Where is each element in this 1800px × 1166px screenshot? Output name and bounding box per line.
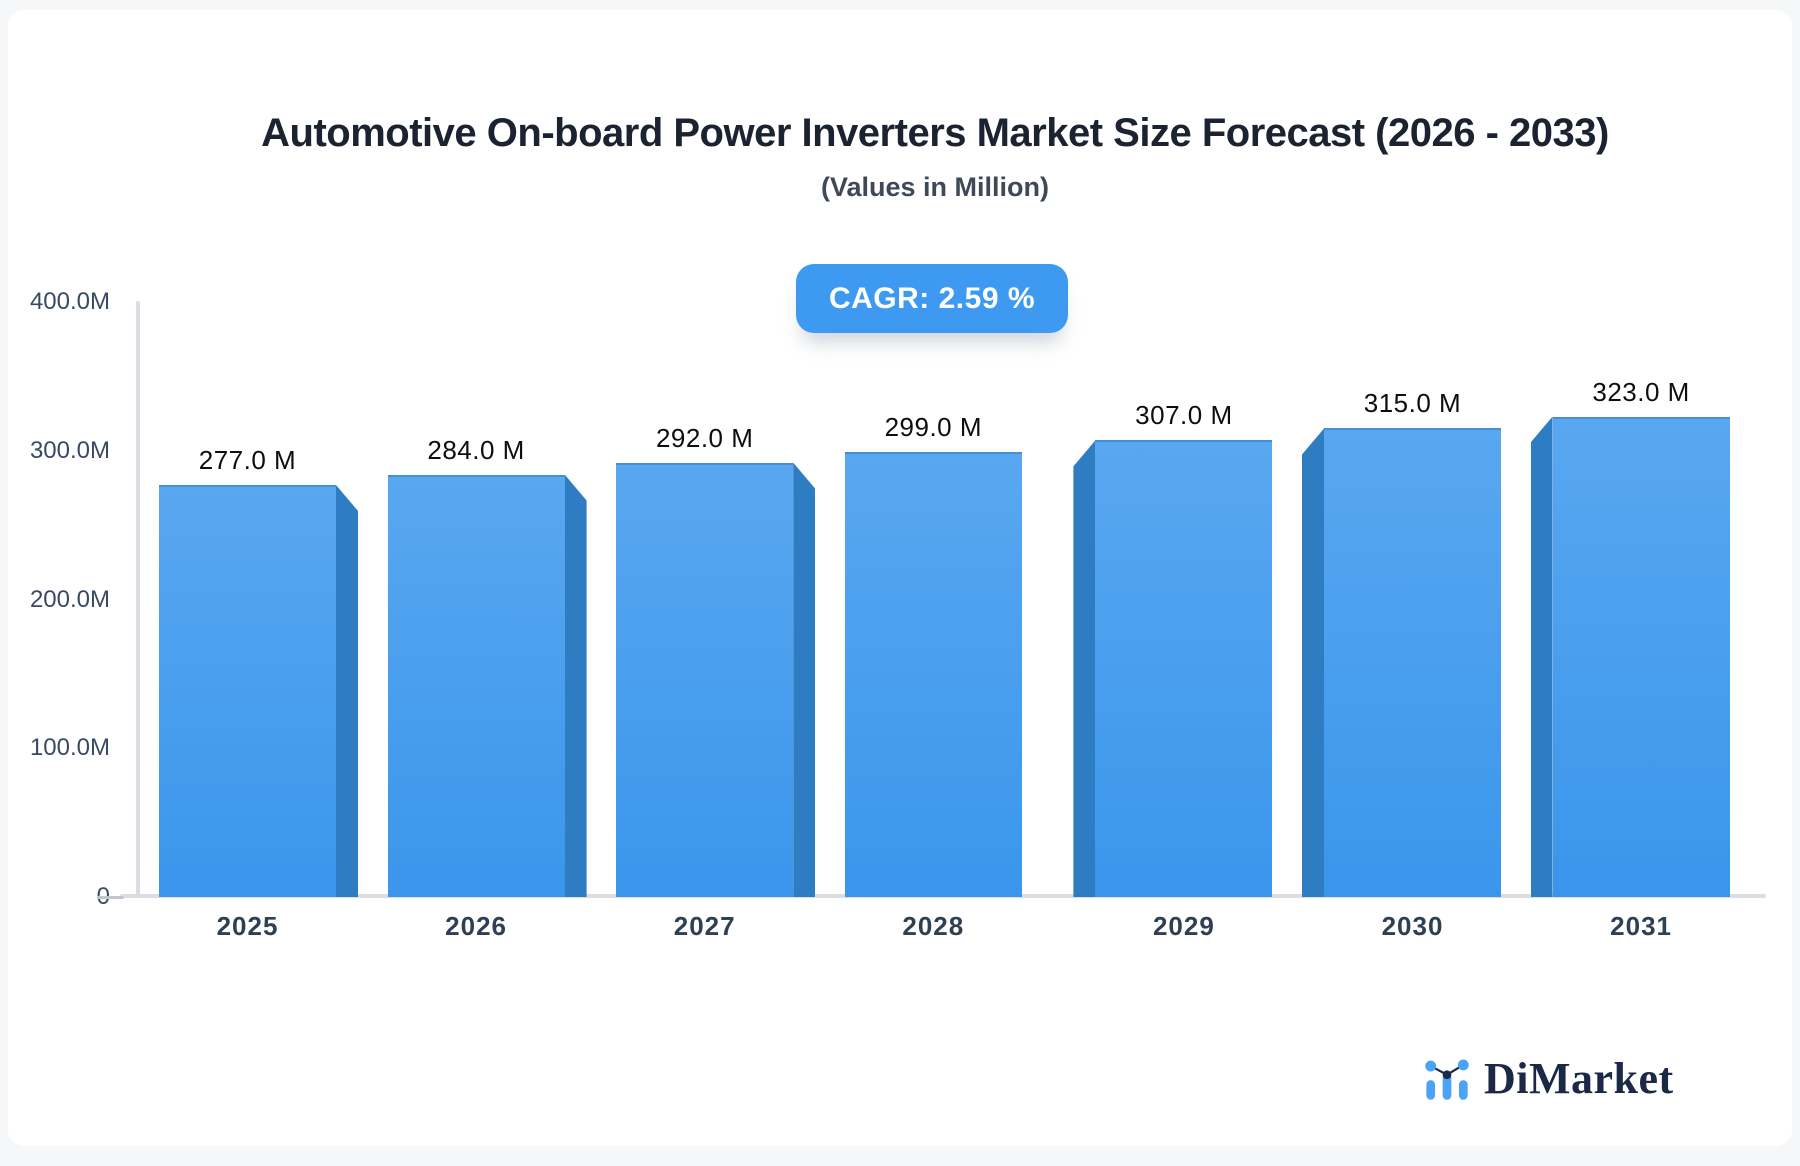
bar-front-face [844,452,1022,897]
bar-side-face [564,474,587,897]
x-axis-year-label: 2031 [1610,911,1673,941]
y-axis-tick-label: 200.0M [29,585,110,613]
bar-front-face [387,474,565,897]
x-axis-year-label: 2026 [445,911,508,941]
bar-side-face [793,462,816,897]
bar-front-face [1552,416,1730,897]
bar-side-face [1073,440,1096,897]
x-axis-year-label: 2030 [1381,911,1444,941]
x-axis-year-label: 2029 [1152,911,1215,941]
chart-card: Automotive On-board Power Inverters Mark… [8,10,1792,1146]
x-axis-year-label: 2025 [216,911,279,941]
y-axis-tick-label: 300.0M [29,436,110,464]
brand-logo: DiMarket [1422,1050,1674,1106]
bar-side-face [1530,416,1553,897]
bar-side-face [1302,428,1324,897]
y-axis-line [136,301,140,897]
bar-value-label: 299.0 M [884,412,983,443]
zero-tick-mark [97,895,124,899]
x-axis-year-label: 2027 [673,911,736,941]
y-axis-tick-label: 0 [8,882,110,912]
bar-value-label: 292.0 M [655,422,754,453]
bar-value-label: 277.0 M [198,444,297,475]
bar-value-label: 315.0 M [1363,388,1462,419]
bar-front-face [1324,428,1501,897]
cagr-badge: CAGR: 2.59 % [796,264,1068,333]
bar-value-label: 323.0 M [1592,376,1690,407]
bar-value-label: 284.0 M [427,434,525,465]
bar-line-chart-icon [1425,1059,1469,1100]
bar-front-face [1095,440,1273,897]
chart-subtitle: (Values in Million) [820,172,1050,202]
x-axis-year-label: 2028 [902,911,965,941]
y-axis-tick-label: 400.0M [29,288,110,315]
bar-front-face [616,462,794,897]
bar-value-label: 307.0 M [1135,400,1233,431]
y-axis-tick-label: 100.0M [29,734,110,762]
bar-side-face [336,484,358,897]
bar-chart-plot-area: 400.0M 300.0M 200.0M 100.0M 0 277.0 M 2025 284.… [8,10,1800,1166]
chart-title: Automotive On-board Power Inverters Mark… [261,111,1609,155]
brand-name: DiMarket [1484,1053,1674,1103]
bar-front-face [159,484,336,897]
